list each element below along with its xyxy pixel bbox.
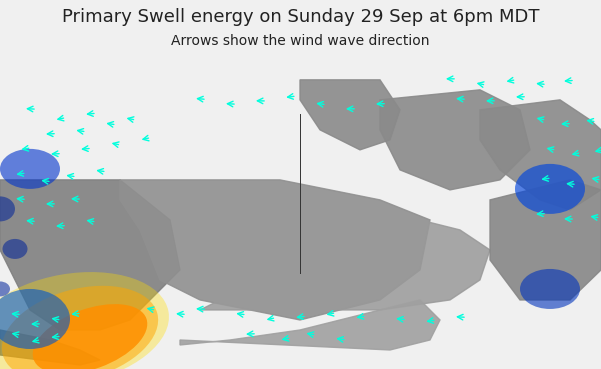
Polygon shape (0, 180, 180, 330)
Polygon shape (300, 80, 400, 150)
Text: Arrows show the wind wave direction: Arrows show the wind wave direction (171, 34, 430, 48)
Ellipse shape (0, 149, 60, 189)
Ellipse shape (0, 196, 15, 221)
Ellipse shape (2, 239, 28, 259)
Ellipse shape (0, 282, 10, 296)
Polygon shape (380, 90, 530, 190)
Text: Primary Swell energy on Sunday 29 Sep at 6pm MDT: Primary Swell energy on Sunday 29 Sep at… (62, 8, 539, 27)
Ellipse shape (515, 164, 585, 214)
Ellipse shape (520, 269, 580, 309)
Polygon shape (0, 330, 100, 365)
Polygon shape (120, 180, 430, 320)
Polygon shape (490, 180, 601, 300)
Ellipse shape (2, 286, 158, 369)
Ellipse shape (0, 289, 70, 349)
Polygon shape (180, 300, 440, 350)
Ellipse shape (0, 272, 169, 369)
Polygon shape (200, 220, 490, 310)
Polygon shape (480, 100, 601, 210)
Ellipse shape (32, 304, 147, 369)
